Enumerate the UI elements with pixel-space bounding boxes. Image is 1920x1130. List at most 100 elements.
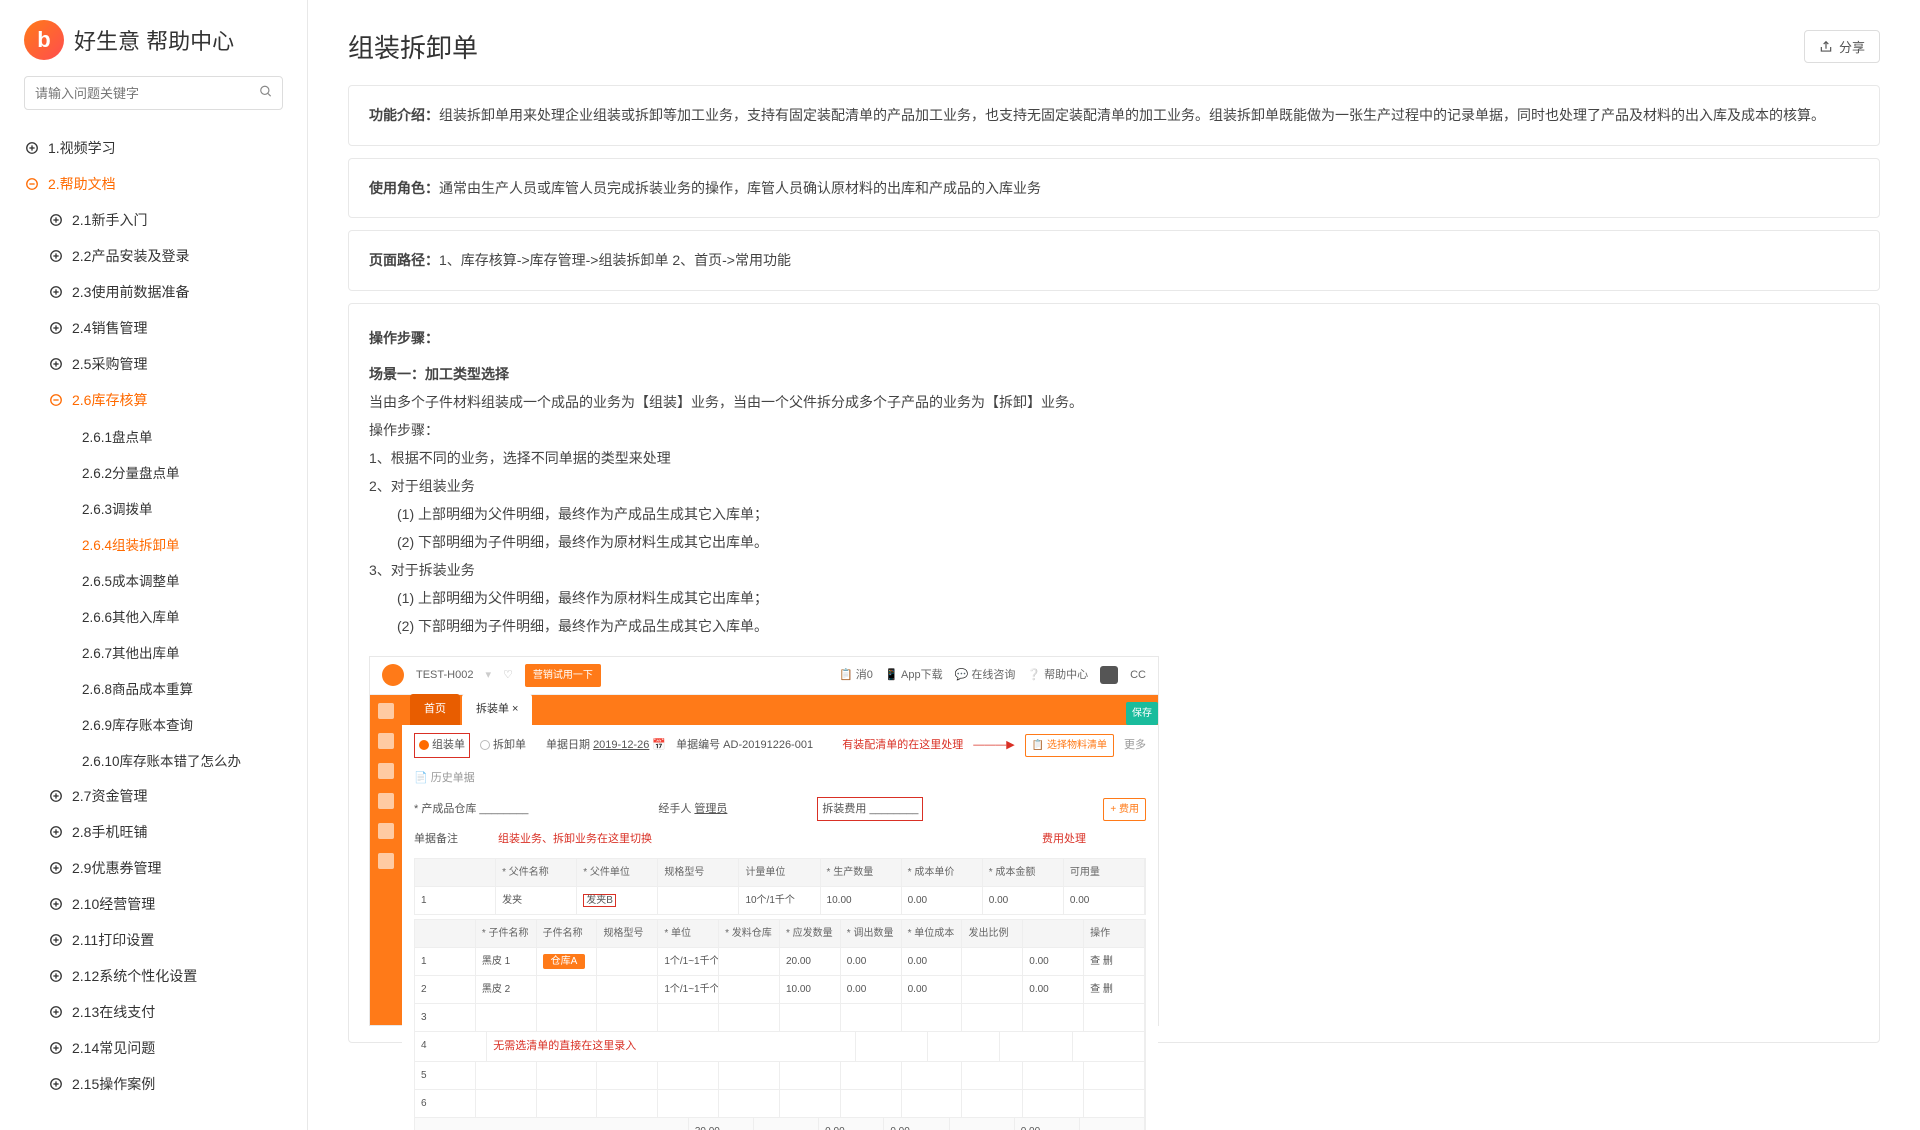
step-1: 1、根据不同的业务，选择不同单据的类型来处理 — [369, 444, 1859, 472]
minus-icon — [48, 392, 64, 408]
ss-nav-icon — [378, 733, 394, 749]
ss-parent-table: * 父件名称* 父件单位规格型号计量单位* 生产数量* 成本单价* 成本金额可用… — [414, 858, 1146, 915]
sidebar-item-label: 2.14常见问题 — [72, 1038, 155, 1058]
steps-card: 操作步骤： 场景一：加工类型选择 当由多个子件材料组装成一个成品的业务为【组装】… — [348, 303, 1880, 1043]
steps-title: 操作步骤： — [369, 330, 439, 346]
plus-icon — [48, 860, 64, 876]
role-text: 通常由生产人员或库管人员完成拆装业务的操作，库管人员确认原材料的出库和产成品的入… — [439, 180, 1041, 196]
sidebar-item-label: 2.9优惠券管理 — [72, 858, 161, 878]
plus-icon — [48, 788, 64, 804]
sidebar-item[interactable]: 2.4销售管理 — [0, 310, 307, 346]
sidebar-item[interactable]: 2.6.6其他入库单 — [0, 598, 307, 634]
ss-anno-list: 有装配清单的在这里处理 — [842, 735, 963, 756]
sidebar-item[interactable]: 2.14常见问题 — [0, 1030, 307, 1066]
sidebar-item-label: 2.6.10库存账本错了怎么办 — [82, 750, 241, 770]
sidebar-item-label: 2.2产品安装及登录 — [72, 246, 189, 266]
sidebar-item[interactable]: 2.2产品安装及登录 — [0, 238, 307, 274]
sidebar-item[interactable]: 2.6.1盘点单 — [0, 418, 307, 454]
sidebar-item-label: 2.6.4组装拆卸单 — [82, 534, 180, 554]
ss-top-user: CC — [1130, 665, 1146, 686]
sidebar-item-label: 2.11打印设置 — [72, 930, 154, 950]
ss-radio-disassemble: 拆卸单 — [480, 735, 526, 756]
sidebar-item-label: 2.6.8商品成本重算 — [82, 678, 193, 698]
sidebar-item-label: 2.5采购管理 — [72, 354, 147, 374]
ss-tab-home: 首页 — [410, 694, 460, 725]
plus-icon — [48, 356, 64, 372]
sidebar-item[interactable]: 2.1新手入门 — [0, 202, 307, 238]
plus-icon — [48, 1076, 64, 1092]
path-card: 页面路径：1、库存核算->库存管理->组装拆卸单 2、首页->常用功能 — [348, 230, 1880, 291]
sidebar-item[interactable]: 2.5采购管理 — [0, 346, 307, 382]
search-input[interactable] — [24, 76, 283, 110]
step-3: 3、对于拆装业务 — [369, 556, 1859, 584]
sidebar-item[interactable]: 1.视频学习 — [0, 130, 307, 166]
step-2: 2、对于组装业务 — [369, 472, 1859, 500]
plus-icon — [48, 932, 64, 948]
plus-icon — [48, 320, 64, 336]
ss-anno-switch: 组装业务、拆卸业务在这里切换 — [498, 829, 652, 850]
sidebar-item[interactable]: 2.6.9库存账本查询 — [0, 706, 307, 742]
ss-tab-form: 拆装单 × — [462, 694, 532, 725]
plus-icon — [48, 1040, 64, 1056]
ss-nav-icon — [378, 703, 394, 719]
sidebar-item[interactable]: 2.8手机旺铺 — [0, 814, 307, 850]
search-icon[interactable] — [259, 85, 273, 102]
sidebar-item-label: 2.6.9库存账本查询 — [82, 714, 193, 734]
sidebar-item[interactable]: 2.3使用前数据准备 — [0, 274, 307, 310]
sidebar-item-label: 2.8手机旺铺 — [72, 822, 147, 842]
share-icon — [1819, 40, 1833, 54]
scene-desc: 当由多个子件材料组装成一个成品的业务为【组装】业务，当由一个父件拆分成多个子产品… — [369, 388, 1859, 416]
role-label: 使用角色： — [369, 180, 439, 196]
search-box — [24, 76, 283, 110]
ss-radio-assemble: 组装单 — [414, 733, 470, 758]
sidebar-item[interactable]: 2.6.8商品成本重算 — [0, 670, 307, 706]
sidebar-item[interactable]: 2.6.10库存账本错了怎么办 — [0, 742, 307, 778]
ss-avatar-icon — [1100, 666, 1118, 684]
ss-top-app: 📱 App下载 — [885, 665, 943, 686]
sidebar-item[interactable]: 2.15操作案例 — [0, 1066, 307, 1102]
sidebar-item[interactable]: 2.6.7其他出库单 — [0, 634, 307, 670]
sidebar-item[interactable]: 2.10经营管理 — [0, 886, 307, 922]
sidebar-item[interactable]: 2.11打印设置 — [0, 922, 307, 958]
sidebar-item-label: 2.6.7其他出库单 — [82, 642, 180, 662]
intro-text: 组装拆卸单用来处理企业组装或拆卸等加工业务，支持有固定装配清单的产品加工业务，也… — [439, 107, 1825, 123]
sidebar-item-label: 2.3使用前数据准备 — [72, 282, 189, 302]
sidebar-item[interactable]: 2.13在线支付 — [0, 994, 307, 1030]
sidebar-item-label: 2.12系统个性化设置 — [72, 966, 197, 986]
ss-topbar: TEST-H002 ▾ ♡ 营销试用一下 📋 消0 📱 App下载 💬 在线咨询… — [370, 657, 1158, 695]
site-title: 好生意 帮助中心 — [74, 24, 234, 56]
plus-icon — [48, 824, 64, 840]
sidebar-item[interactable]: 2.6库存核算 — [0, 382, 307, 418]
intro-card: 功能介绍：组装拆卸单用来处理企业组装或拆卸等加工业务，支持有固定装配清单的产品加… — [348, 85, 1880, 146]
sidebar-item[interactable]: 2.6.4组装拆卸单 — [0, 526, 307, 562]
plus-icon — [48, 248, 64, 264]
ss-company: TEST-H002 — [416, 665, 473, 686]
path-label: 页面路径： — [369, 252, 439, 268]
page-title: 组装拆卸单 — [348, 28, 478, 65]
ss-nav-icon — [378, 823, 394, 839]
ss-nav-icon — [378, 763, 394, 779]
share-button[interactable]: 分享 — [1804, 30, 1880, 63]
main-content: 组装拆卸单 分享 功能介绍：组装拆卸单用来处理企业组装或拆卸等加工业务，支持有固… — [308, 0, 1920, 1130]
ss-top-msg: 📋 消0 — [839, 665, 873, 686]
sidebar-item[interactable]: 2.9优惠券管理 — [0, 850, 307, 886]
step-3a: (1) 上部明细为父件明细，最终作为原材料生成其它出库单； — [369, 584, 1859, 612]
ss-fee-button: + 费用 — [1103, 798, 1146, 821]
ss-top-help: ❔ 帮助中心 — [1027, 665, 1088, 686]
step-2b: (2) 下部明细为子件明细，最终作为原材料生成其它出库单。 — [369, 528, 1859, 556]
sidebar-item-label: 2.10经营管理 — [72, 894, 155, 914]
sidebar-item-label: 2.帮助文档 — [48, 174, 116, 194]
sidebar-item[interactable]: 2.6.5成本调整单 — [0, 562, 307, 598]
ss-anno-fee: 费用处理 — [1042, 829, 1086, 850]
sidebar-item-label: 2.6.5成本调整单 — [82, 570, 180, 590]
sidebar-item[interactable]: 2.6.2分量盘点单 — [0, 454, 307, 490]
sidebar-item[interactable]: 2.6.3调拨单 — [0, 490, 307, 526]
logo-row: b 好生意 帮助中心 — [0, 20, 307, 76]
step-3b: (2) 下部明细为子件明细，最终作为产成品生成其它入库单。 — [369, 612, 1859, 640]
sidebar-item[interactable]: 2.帮助文档 — [0, 166, 307, 202]
plus-icon — [48, 896, 64, 912]
sidebar-item[interactable]: 2.12系统个性化设置 — [0, 958, 307, 994]
sidebar-item[interactable]: 2.7资金管理 — [0, 778, 307, 814]
minus-icon — [24, 176, 40, 192]
sidebar-item-label: 2.6.2分量盘点单 — [82, 462, 180, 482]
